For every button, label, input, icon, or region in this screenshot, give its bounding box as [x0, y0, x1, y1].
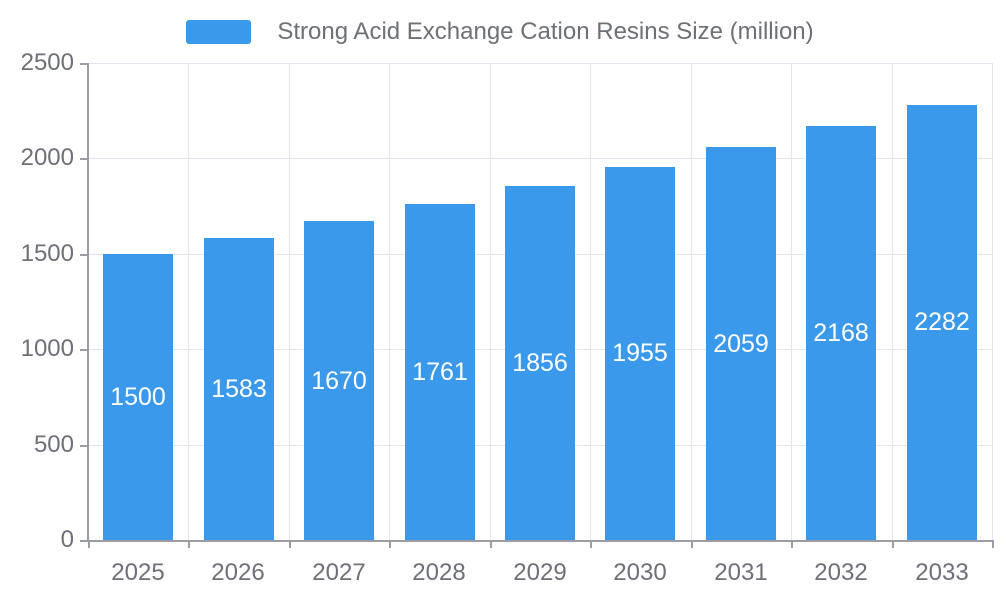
legend-label: Strong Acid Exchange Cation Resins Size … [277, 18, 814, 45]
x-grid-line [892, 63, 893, 540]
x-axis-tick [992, 540, 994, 548]
x-grid-line [691, 63, 692, 540]
x-axis-tick [188, 540, 190, 548]
x-tick-label: 2028 [412, 559, 466, 586]
x-grid-line [389, 63, 390, 540]
bar[interactable] [204, 238, 274, 540]
y-tick-label: 500 [33, 431, 74, 458]
x-axis-tick [691, 540, 693, 548]
x-tick-label: 2032 [814, 559, 868, 586]
bar[interactable] [405, 204, 475, 540]
x-grid-line [289, 63, 290, 540]
legend[interactable]: Strong Acid Exchange Cation Resins Size … [0, 14, 1000, 50]
y-tick-label: 0 [60, 526, 74, 553]
bar[interactable] [505, 186, 575, 540]
legend-swatch [186, 20, 252, 44]
x-tick-label: 2027 [312, 559, 366, 586]
x-axis-tick [88, 540, 90, 548]
y-grid-line [88, 158, 992, 159]
x-axis-tick [791, 540, 793, 548]
x-grid-line [188, 63, 189, 540]
x-grid-line [992, 63, 993, 540]
x-tick-label: 2026 [211, 559, 265, 586]
x-axis-tick [892, 540, 894, 548]
bar[interactable] [806, 126, 876, 540]
x-tick-label: 2029 [513, 559, 567, 586]
x-axis-tick [590, 540, 592, 548]
bar[interactable] [907, 105, 977, 540]
bar[interactable] [605, 167, 675, 540]
y-grid-line [88, 63, 992, 64]
y-axis-tick [80, 63, 88, 65]
y-tick-label: 1500 [20, 240, 74, 267]
y-tick-label: 1000 [20, 335, 74, 362]
x-tick-label: 2031 [714, 559, 768, 586]
y-axis-line [87, 63, 89, 541]
x-grid-line [490, 63, 491, 540]
y-axis-tick [80, 445, 88, 447]
y-tick-label: 2500 [20, 49, 74, 76]
x-tick-label: 2025 [111, 559, 165, 586]
bar[interactable] [304, 221, 374, 540]
x-axis-tick [289, 540, 291, 548]
bar[interactable] [103, 254, 173, 540]
y-axis-tick [80, 254, 88, 256]
bar[interactable] [706, 147, 776, 540]
y-axis-tick [80, 158, 88, 160]
x-tick-label: 2030 [613, 559, 667, 586]
x-grid-line [791, 63, 792, 540]
y-axis-tick [80, 349, 88, 351]
x-axis-line [87, 540, 993, 542]
y-axis-tick [80, 540, 88, 542]
x-axis-tick [389, 540, 391, 548]
y-tick-label: 2000 [20, 144, 74, 171]
x-tick-label: 2033 [915, 559, 969, 586]
x-axis-tick [490, 540, 492, 548]
x-grid-line [590, 63, 591, 540]
